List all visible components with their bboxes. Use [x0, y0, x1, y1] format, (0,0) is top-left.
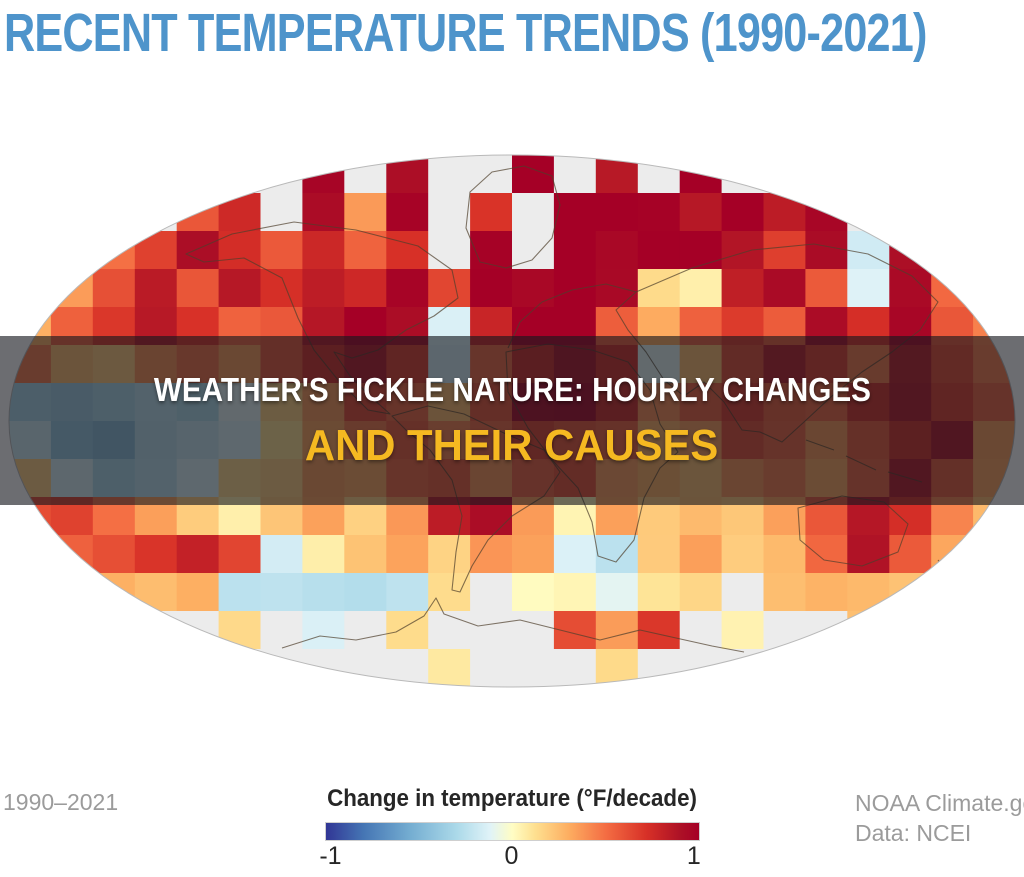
coast-antarctica: [281, 597, 745, 653]
tick-zero: 0: [504, 842, 519, 870]
legend-ticks: -1 0 1: [319, 842, 701, 872]
headline-banner: WEATHER'S FICKLE NATURE: HOURLY CHANGES …: [0, 336, 1024, 505]
colorbar-gradient: [325, 822, 700, 841]
banner-title-line-1: WEATHER'S FICKLE NATURE: HOURLY CHANGES: [153, 370, 871, 408]
tick-plus-1: 1: [686, 842, 701, 870]
coast-europe: [507, 283, 637, 349]
source-credit: NOAA Climate.gov Data: NCEI: [855, 788, 1024, 848]
page-title: RECENT TEMPERATURE TRENDS (1990-2021): [4, 3, 927, 63]
coast-new-zealand: [937, 559, 963, 611]
tick-minus-1: -1: [319, 842, 342, 870]
coast-greenland: [465, 165, 561, 269]
credit-line-2: Data: NCEI: [855, 820, 972, 846]
period-label: 1990–2021: [3, 789, 119, 815]
credit-line-1: NOAA Climate.gov: [855, 790, 1024, 816]
legend-title: Change in temperature (°F/decade): [326, 785, 697, 812]
banner-title-line-2: AND THEIR CAUSES: [305, 420, 719, 470]
